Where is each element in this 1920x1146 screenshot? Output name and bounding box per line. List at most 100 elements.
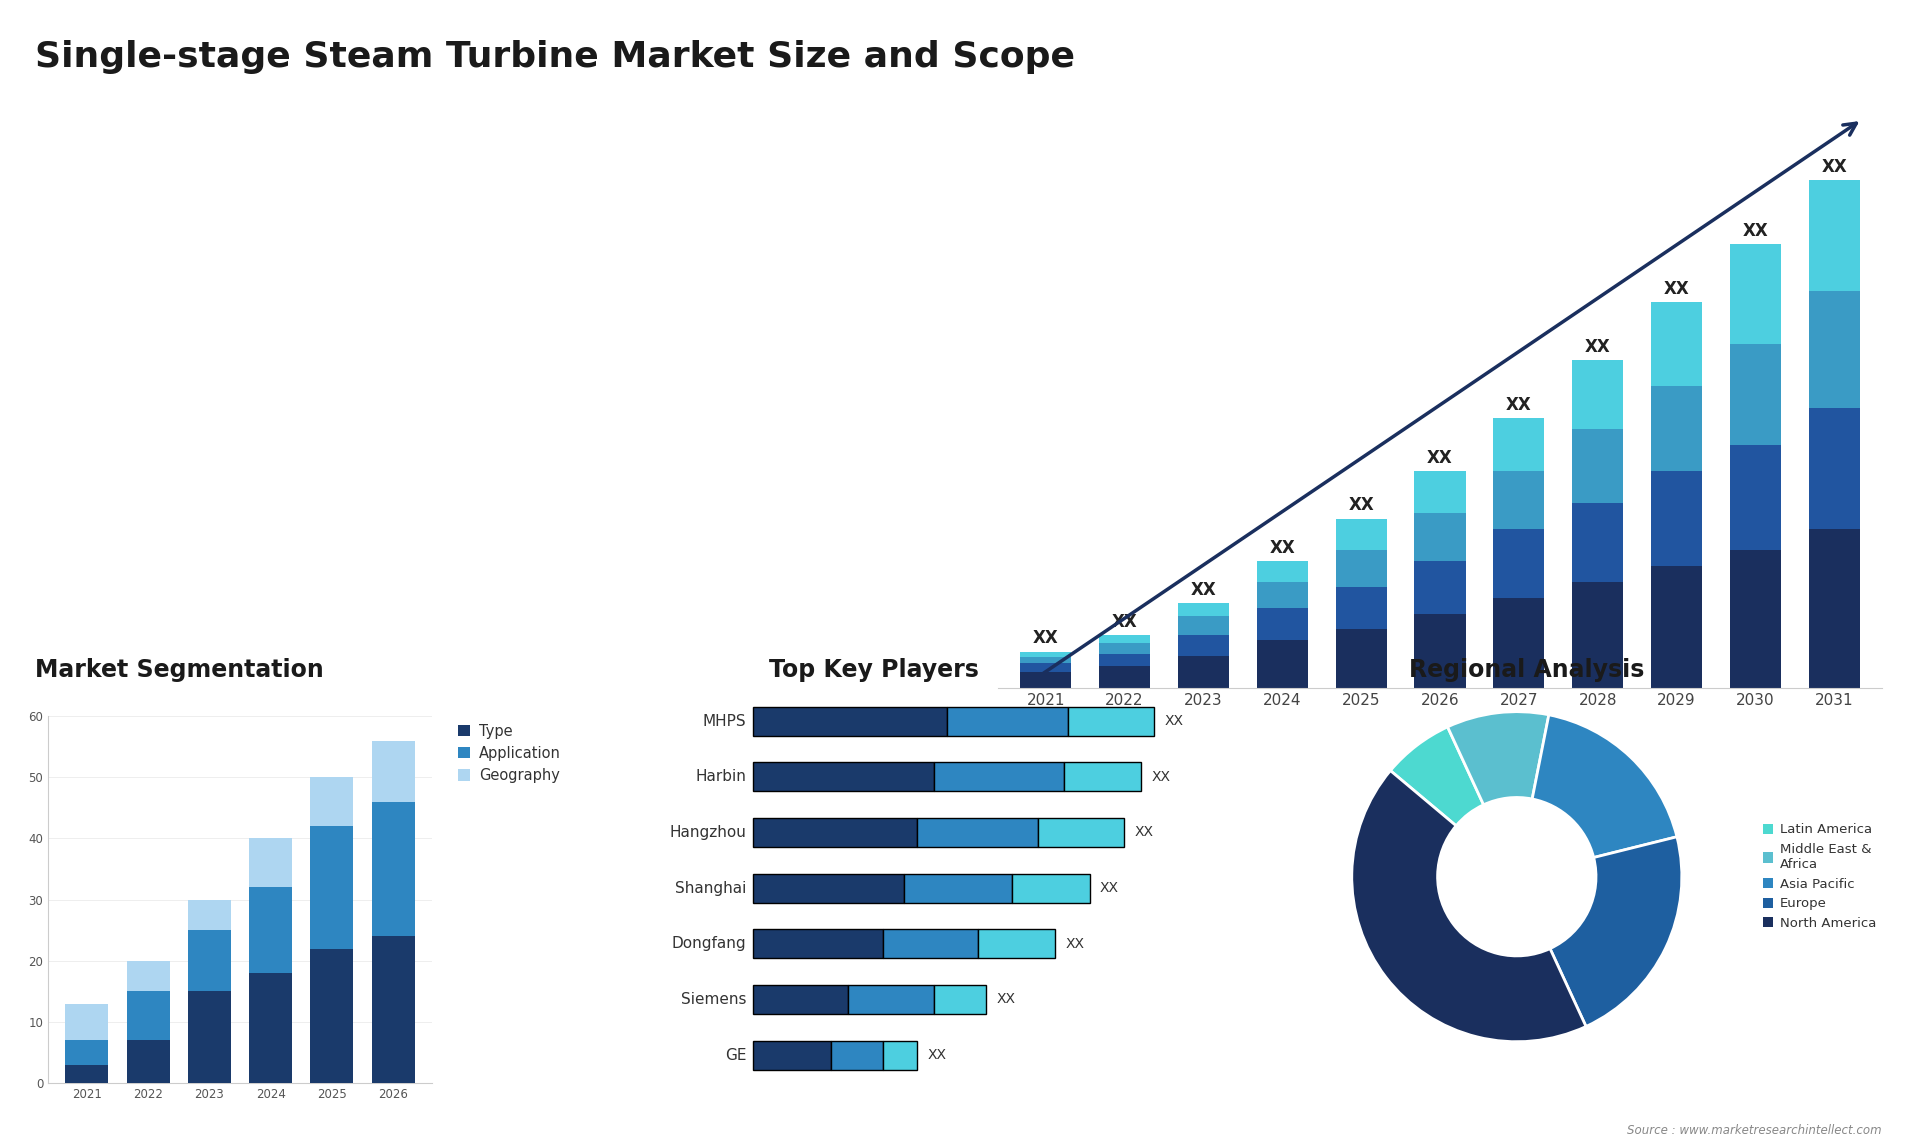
Text: XX: XX (1100, 881, 1119, 895)
FancyBboxPatch shape (947, 707, 1068, 736)
FancyBboxPatch shape (904, 873, 1012, 903)
Bar (1177, 635, 1229, 656)
Bar (1572, 360, 1622, 429)
FancyBboxPatch shape (935, 984, 987, 1014)
Text: Market Segmentation: Market Segmentation (35, 658, 323, 682)
FancyBboxPatch shape (753, 1041, 831, 1069)
Bar (1020, 664, 1071, 672)
Bar (250, 839, 292, 887)
Bar (1177, 656, 1229, 688)
Text: XX: XX (1665, 280, 1690, 298)
Text: MHPS: MHPS (703, 714, 747, 729)
Bar (65, 1004, 108, 1041)
Bar (1572, 582, 1622, 688)
FancyBboxPatch shape (1068, 707, 1154, 736)
Bar (188, 991, 230, 1083)
Bar (1730, 445, 1782, 550)
FancyBboxPatch shape (753, 707, 947, 736)
Bar (65, 1041, 108, 1065)
FancyBboxPatch shape (977, 929, 1056, 958)
Bar (311, 949, 353, 1083)
FancyBboxPatch shape (849, 984, 935, 1014)
FancyBboxPatch shape (883, 1041, 918, 1069)
Bar (1494, 529, 1544, 598)
Bar (1651, 386, 1703, 471)
Bar (1809, 291, 1860, 408)
Bar (127, 960, 169, 991)
Bar (1651, 301, 1703, 386)
FancyBboxPatch shape (753, 762, 935, 792)
FancyBboxPatch shape (1012, 873, 1091, 903)
Text: Top Key Players: Top Key Players (768, 658, 979, 682)
Text: XX: XX (996, 992, 1016, 1006)
Bar (1730, 550, 1782, 688)
FancyBboxPatch shape (935, 762, 1064, 792)
Text: XX: XX (1505, 395, 1532, 414)
Bar (1651, 566, 1703, 688)
Bar (1098, 643, 1150, 653)
Text: Hangzhou: Hangzhou (670, 825, 747, 840)
Text: Dongfang: Dongfang (672, 936, 747, 951)
Bar (1730, 244, 1782, 344)
Bar (1336, 629, 1386, 688)
Bar (1651, 471, 1703, 566)
Bar (1020, 672, 1071, 688)
Wedge shape (1448, 712, 1549, 804)
Bar (250, 973, 292, 1083)
Bar (1572, 429, 1622, 503)
Bar (311, 777, 353, 826)
Bar (1572, 503, 1622, 582)
Bar (1177, 603, 1229, 615)
Bar (1098, 635, 1150, 643)
Bar (188, 931, 230, 991)
Text: Regional Analysis: Regional Analysis (1409, 658, 1644, 682)
Bar (1494, 418, 1544, 471)
Bar (1258, 641, 1308, 688)
Bar (1258, 560, 1308, 582)
Text: XX: XX (927, 1049, 947, 1062)
Bar (65, 1065, 108, 1083)
FancyBboxPatch shape (1064, 762, 1140, 792)
FancyBboxPatch shape (753, 984, 849, 1014)
Legend: Latin America, Middle East &
Africa, Asia Pacific, Europe, North America: Latin America, Middle East & Africa, Asi… (1763, 824, 1876, 929)
Bar (1415, 471, 1465, 513)
Bar (1415, 613, 1465, 688)
Text: XX: XX (1152, 770, 1171, 784)
Wedge shape (1532, 715, 1676, 857)
Bar (250, 887, 292, 973)
Wedge shape (1549, 837, 1682, 1027)
Bar (372, 740, 415, 802)
FancyBboxPatch shape (753, 818, 918, 847)
Bar (1336, 550, 1386, 587)
Text: XX: XX (1190, 581, 1215, 599)
Text: Harbin: Harbin (695, 769, 747, 784)
Text: XX: XX (1066, 936, 1085, 951)
Bar (1415, 513, 1465, 560)
Text: XX: XX (1135, 825, 1154, 840)
FancyBboxPatch shape (753, 873, 904, 903)
Bar (127, 991, 169, 1041)
Text: GE: GE (726, 1047, 747, 1062)
Bar (1336, 518, 1386, 550)
Text: Siemens: Siemens (682, 992, 747, 1007)
Bar (1809, 180, 1860, 291)
Text: XX: XX (1584, 338, 1611, 355)
FancyBboxPatch shape (753, 929, 883, 958)
Bar (1098, 653, 1150, 667)
Bar (1258, 609, 1308, 641)
Bar (1494, 598, 1544, 688)
Bar (1177, 615, 1229, 635)
Bar (372, 936, 415, 1083)
Text: XX: XX (1165, 714, 1183, 728)
Bar (1809, 529, 1860, 688)
Text: Single-stage Steam Turbine Market Size and Scope: Single-stage Steam Turbine Market Size a… (35, 40, 1075, 74)
Legend: Type, Application, Geography: Type, Application, Geography (459, 723, 561, 783)
Bar (1020, 652, 1071, 657)
Text: XX: XX (1033, 629, 1058, 647)
Bar (372, 802, 415, 936)
Text: XX: XX (1427, 449, 1453, 466)
Bar (1415, 560, 1465, 613)
Text: XX: XX (1112, 612, 1137, 630)
Bar (1098, 667, 1150, 688)
Bar (1730, 344, 1782, 445)
